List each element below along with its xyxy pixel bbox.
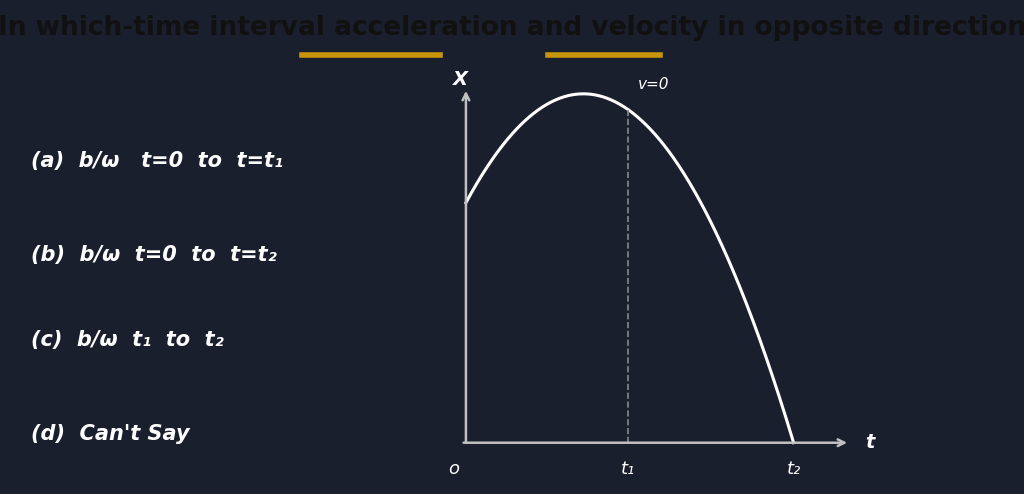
Text: (c)  b/ω  t₁  to  t₂: (c) b/ω t₁ to t₂ xyxy=(31,330,223,350)
Text: t: t xyxy=(865,433,874,452)
Text: X: X xyxy=(454,70,468,89)
Text: t₁: t₁ xyxy=(621,460,635,478)
Text: In which-time interval acceleration and velocity in opposite direction: In which-time interval acceleration and … xyxy=(0,15,1024,41)
Text: v=0: v=0 xyxy=(638,78,670,92)
Text: (a)  b/ω   t=0  to  t=t₁: (a) b/ω t=0 to t=t₁ xyxy=(31,151,283,171)
Text: t₂: t₂ xyxy=(786,460,801,478)
Text: (b)  b/ω  t=0  to  t=t₂: (b) b/ω t=0 to t=t₂ xyxy=(31,245,276,265)
Text: o: o xyxy=(449,460,459,478)
Text: (d)  Can't Say: (d) Can't Say xyxy=(31,424,189,444)
